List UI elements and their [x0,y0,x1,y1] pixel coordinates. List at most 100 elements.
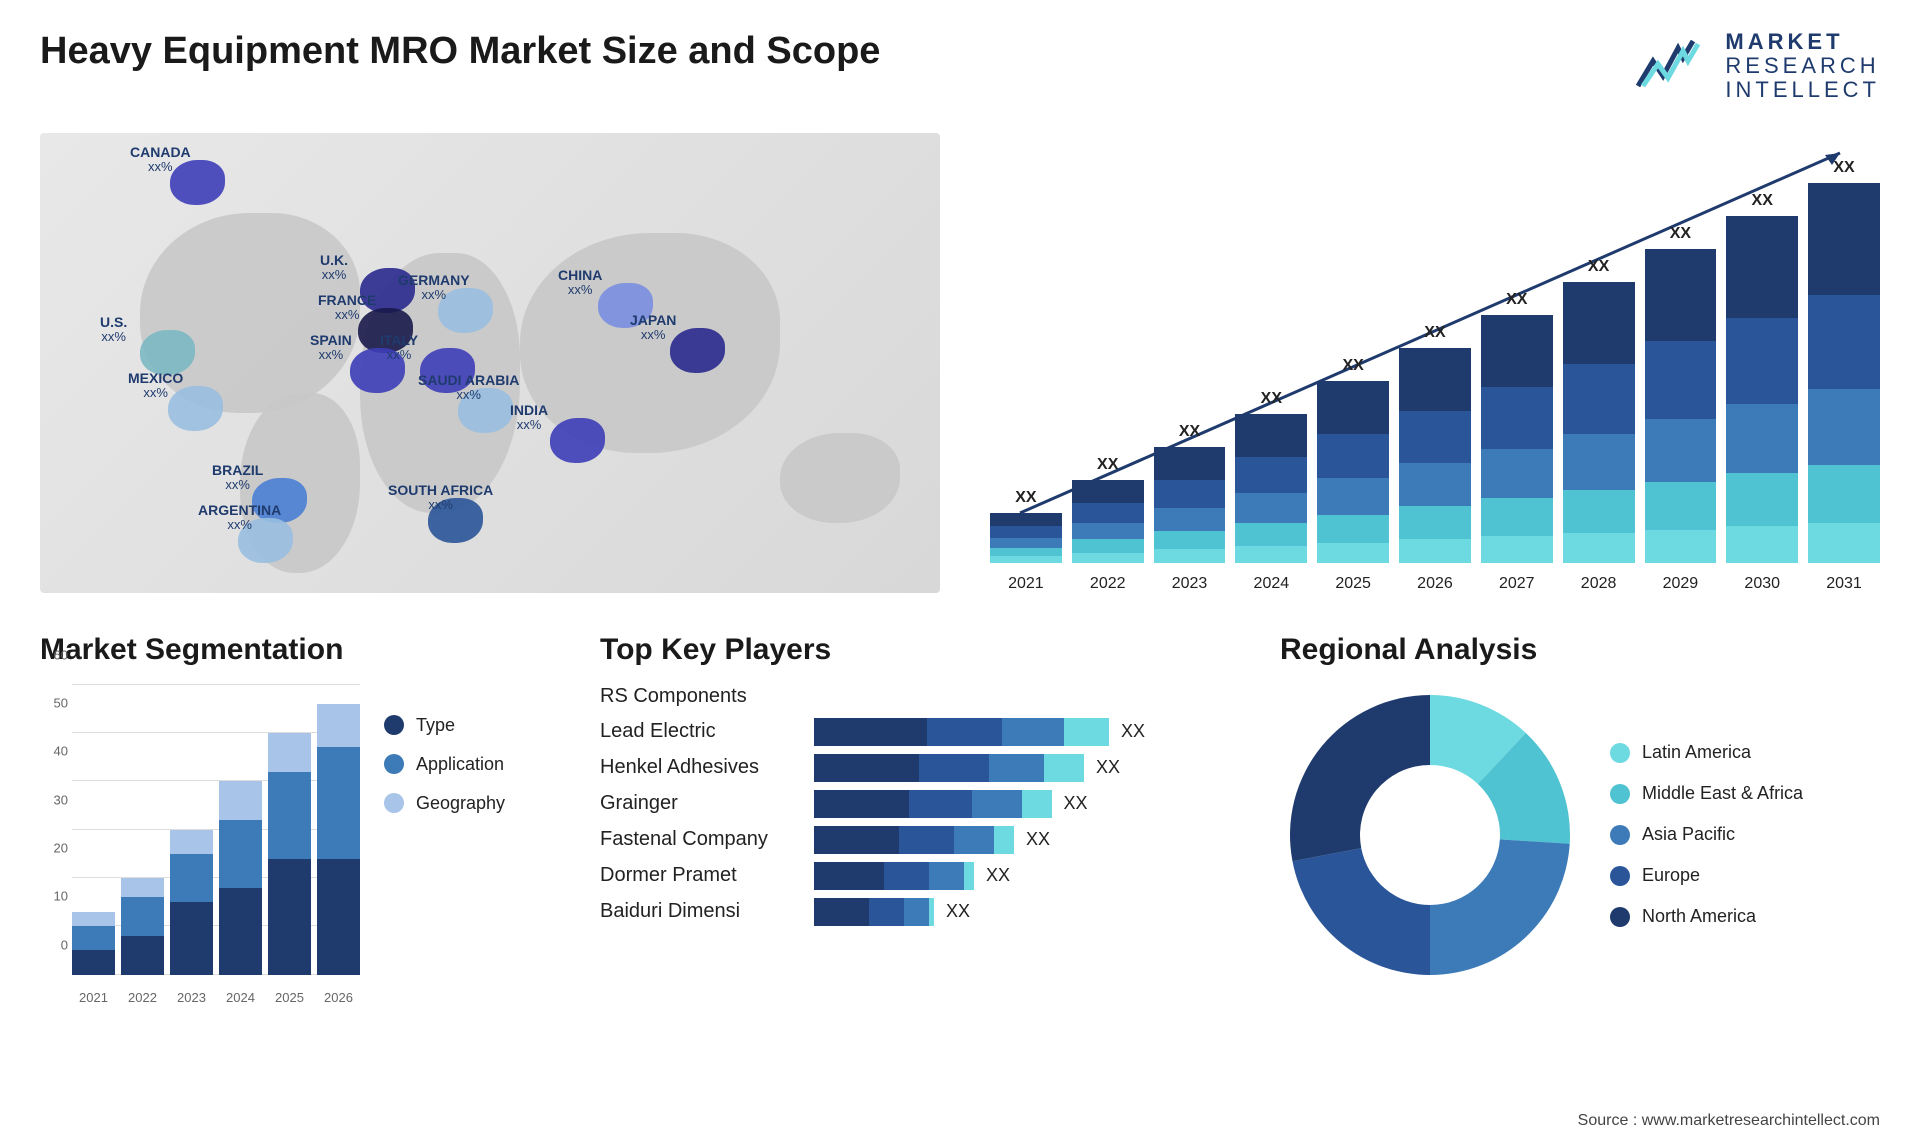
growth-segment [1399,463,1471,506]
page-title: Heavy Equipment MRO Market Size and Scop… [40,30,880,73]
logo-text: MARKET RESEARCH INTELLECT [1725,30,1880,103]
growth-segment [1808,465,1880,523]
growth-segment [1399,411,1471,464]
player-value: XX [1121,721,1145,742]
country-label-italy: ITALYxx% [380,333,418,363]
growth-bar-label: XX [1323,357,1383,375]
growth-segment [1726,473,1798,526]
country-label-canada: CANADAxx% [130,145,191,175]
growth-bar-2023 [1154,447,1226,563]
growth-segment [1317,515,1389,543]
growth-xaxis-label: 2027 [1481,575,1553,593]
growth-segment [1726,216,1798,318]
region-legend-item: Asia Pacific [1610,824,1803,845]
player-bar-segment [904,898,929,926]
growth-segment [1645,530,1717,563]
regional-body: Latin AmericaMiddle East & AfricaAsia Pa… [1280,685,1880,985]
growth-segment [1808,523,1880,563]
growth-segment [1808,389,1880,465]
seg-xaxis-label: 2022 [121,990,164,1005]
growth-segment [1317,543,1389,563]
player-bar-segment [814,862,884,890]
country-label-mexico: MEXICOxx% [128,371,183,401]
player-bar-segment [814,898,869,926]
growth-segment [1154,480,1226,508]
regional-title: Regional Analysis [1280,633,1880,667]
seg-segment [317,859,360,975]
growth-chart-panel: 2021202220232024202520262027202820292030… [980,133,1880,593]
seg-ytick: 20 [40,840,68,855]
country-label-france: FRANCExx% [318,293,376,323]
seg-segment [72,912,115,927]
growth-segment [1399,539,1471,562]
player-bar-segment [814,754,919,782]
player-bar-segment [929,862,964,890]
growth-segment [1154,531,1226,549]
player-row: Fastenal CompanyXX [600,826,1240,854]
seg-xaxis-label: 2023 [170,990,213,1005]
player-bar-wrap: XX [814,718,1240,746]
seg-bar-2024 [219,781,262,974]
growth-segment [1645,482,1717,530]
seg-ytick: 60 [40,647,68,662]
seg-ytick: 50 [40,695,68,710]
segmentation-body: 0102030405060202120222023202420252026 Ty… [40,685,560,1005]
seg-bar-2026 [317,704,360,975]
growth-segment [990,548,1062,556]
country-label-u-k-: U.K.xx% [320,253,348,283]
growth-segment [1235,414,1307,457]
growth-chart: 2021202220232024202520262027202820292030… [990,143,1880,593]
players-panel: Top Key Players RS Components Lead Elect… [600,633,1240,1005]
player-name: Lead Electric [600,720,800,743]
growth-bar-2027 [1481,315,1553,563]
player-bar-segment [814,826,899,854]
growth-bar-label: XX [1241,390,1301,408]
growth-segment [1808,183,1880,295]
players-header: RS Components [600,685,1240,708]
growth-segment [990,513,1062,526]
growth-bar-2030 [1726,216,1798,563]
player-bar-segment [929,898,934,926]
segmentation-chart: 0102030405060202120222023202420252026 [40,685,360,1005]
regional-donut [1280,685,1580,985]
player-bar-wrap: XX [814,754,1240,782]
regional-panel: Regional Analysis Latin AmericaMiddle Ea… [1280,633,1880,1005]
player-bar-wrap: XX [814,790,1240,818]
growth-bar-label: XX [1487,291,1547,309]
growth-segment [1481,315,1553,388]
player-bar-segment [954,826,994,854]
country-label-germany: GERMANYxx% [398,273,470,303]
growth-xaxis-label: 2023 [1154,575,1226,593]
seg-bar-2021 [72,912,115,975]
seg-segment [170,854,213,902]
growth-bar-2026 [1399,348,1471,563]
player-bar-segment [814,718,927,746]
growth-bar-label: XX [1160,423,1220,441]
player-bar-segment [1022,790,1052,818]
growth-xaxis-label: 2021 [990,575,1062,593]
seg-segment [268,772,311,859]
growth-bar-label: XX [1569,258,1629,276]
growth-segment [1481,536,1553,562]
legend-label: Type [416,715,455,736]
growth-xaxis-label: 2024 [1235,575,1307,593]
growth-segment [1235,523,1307,546]
legend-dot-icon [1610,784,1630,804]
growth-xaxis-label: 2030 [1726,575,1798,593]
seg-xaxis-label: 2025 [268,990,311,1005]
seg-bar-2025 [268,733,311,975]
growth-segment [1645,419,1717,482]
country-label-japan: JAPANxx% [630,313,676,343]
growth-bar-label: XX [1650,225,1710,243]
donut-segment [1292,848,1430,975]
logo-icon [1633,36,1713,96]
growth-segment [1481,449,1553,499]
donut-chart [1280,685,1580,985]
logo-line2: RESEARCH [1725,54,1880,78]
player-name: Fastenal Company [600,828,800,851]
seg-ytick: 30 [40,792,68,807]
growth-xaxis-label: 2025 [1317,575,1389,593]
growth-bar-2024 [1235,414,1307,563]
player-bar-segment [1044,754,1084,782]
legend-dot-icon [1610,866,1630,886]
